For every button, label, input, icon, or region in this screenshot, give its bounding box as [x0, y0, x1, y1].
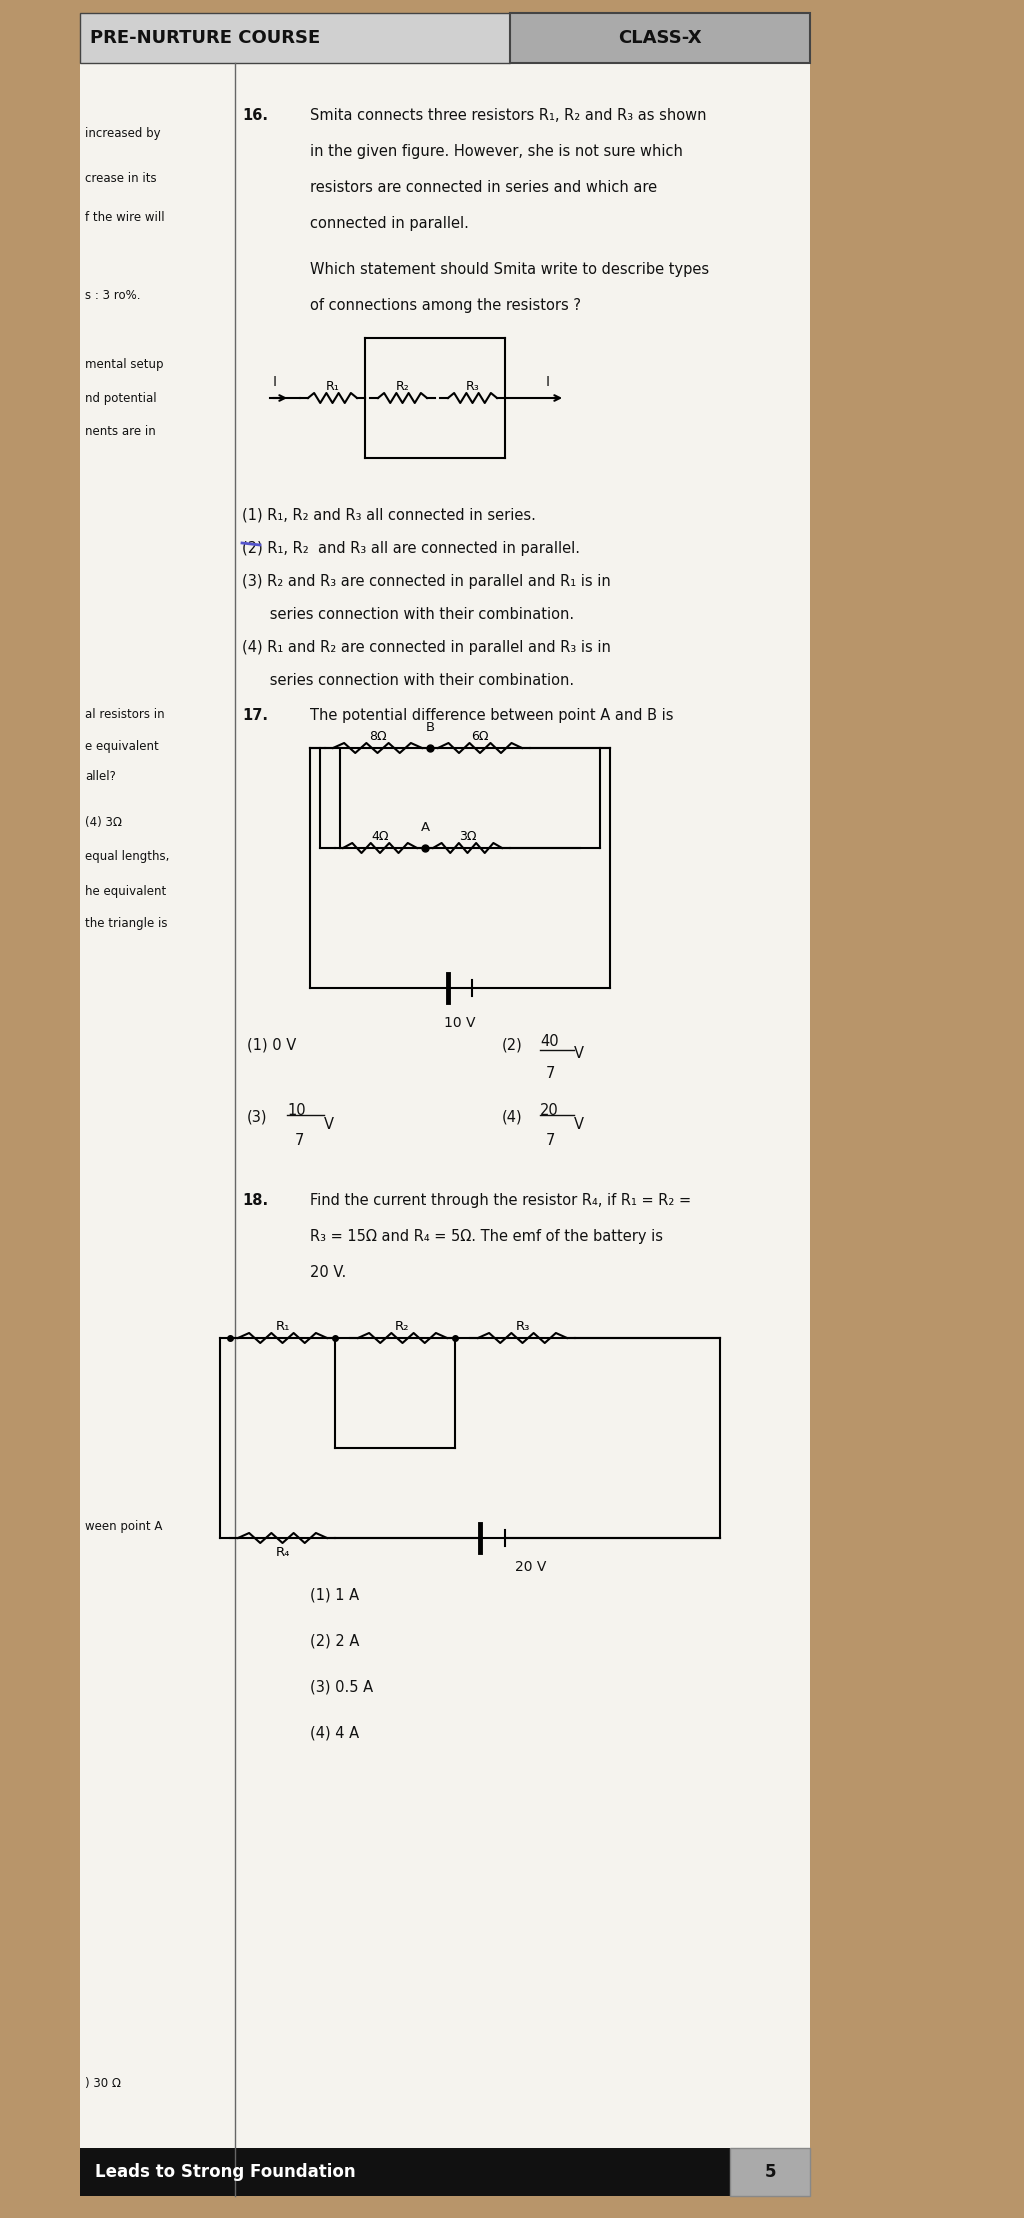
Text: in the given figure. However, she is not sure which: in the given figure. However, she is not… [310, 144, 683, 160]
Text: 5: 5 [764, 2163, 776, 2180]
Text: R₂: R₂ [395, 379, 410, 393]
Text: 7: 7 [546, 1133, 555, 1149]
Text: (4) 3Ω: (4) 3Ω [85, 816, 122, 830]
Text: (1) 0 V: (1) 0 V [247, 1038, 296, 1054]
Text: nd potential: nd potential [85, 393, 157, 406]
Text: Leads to Strong Foundation: Leads to Strong Foundation [95, 2163, 355, 2180]
Text: PRE-NURTURE COURSE: PRE-NURTURE COURSE [90, 29, 321, 47]
Bar [80, 35, 810, 2196]
Text: The potential difference between point A and B is: The potential difference between point A… [310, 708, 674, 723]
Text: (4) R₁ and R₂ are connected in parallel and R₃ is in: (4) R₁ and R₂ are connected in parallel … [242, 641, 611, 654]
Text: V: V [574, 1118, 584, 1131]
Text: 18.: 18. [242, 1193, 268, 1209]
Text: 20: 20 [540, 1102, 559, 1118]
Text: equal lengths,: equal lengths, [85, 849, 169, 863]
Text: (2) 2 A: (2) 2 A [310, 1635, 359, 1648]
Text: mental setup: mental setup [85, 357, 164, 370]
Text: A: A [421, 821, 429, 834]
Text: of connections among the resistors ?: of connections among the resistors ? [310, 297, 581, 313]
Text: R₂: R₂ [395, 1320, 410, 1333]
Text: increased by: increased by [85, 126, 161, 140]
Text: R₃ = 15Ω and R₄ = 5Ω. The emf of the battery is: R₃ = 15Ω and R₄ = 5Ω. The emf of the bat… [310, 1229, 663, 1244]
Text: crease in its: crease in its [85, 173, 157, 184]
Bar [80, 2147, 730, 2196]
Text: (4): (4) [502, 1109, 522, 1125]
Text: f the wire will: f the wire will [85, 211, 165, 224]
Text: (1) R₁, R₂ and R₃ all connected in series.: (1) R₁, R₂ and R₃ all connected in serie… [242, 508, 536, 523]
Text: R₁: R₁ [275, 1320, 290, 1333]
Text: 16.: 16. [242, 109, 268, 122]
Text: (4) 4 A: (4) 4 A [310, 1726, 359, 1741]
Text: Find the current through the resistor R₄, if R₁ = R₂ =: Find the current through the resistor R₄… [310, 1193, 691, 1209]
Text: I: I [273, 375, 278, 388]
Text: series connection with their combination.: series connection with their combination… [242, 608, 574, 621]
Text: Smita connects three resistors R₁, R₂ and R₃ as shown: Smita connects three resistors R₁, R₂ an… [310, 109, 707, 122]
Text: (3) 0.5 A: (3) 0.5 A [310, 1679, 373, 1695]
Text: (2): (2) [502, 1038, 522, 1054]
Text: 20 V.: 20 V. [310, 1264, 346, 1280]
Text: V: V [574, 1047, 584, 1060]
Text: I: I [546, 375, 550, 388]
Text: allel?: allel? [85, 770, 116, 783]
Text: 7: 7 [295, 1133, 304, 1149]
Text: 4Ω: 4Ω [372, 830, 389, 843]
Text: al resistors in: al resistors in [85, 708, 165, 721]
Text: R₃: R₃ [515, 1320, 529, 1333]
Text: the triangle is: the triangle is [85, 918, 168, 929]
Text: B: B [425, 721, 434, 734]
Text: (2) R₁, R₂  and R₃ all are connected in parallel.: (2) R₁, R₂ and R₃ all are connected in p… [242, 541, 580, 557]
Text: 7: 7 [546, 1067, 555, 1080]
Text: e equivalent: e equivalent [85, 741, 159, 754]
Text: V: V [324, 1118, 334, 1131]
Text: connected in parallel.: connected in parallel. [310, 215, 469, 231]
Bar [80, 13, 510, 62]
Text: nents are in: nents are in [85, 426, 156, 437]
Text: (3) R₂ and R₃ are connected in parallel and R₁ is in: (3) R₂ and R₃ are connected in parallel … [242, 574, 610, 590]
Text: 20 V: 20 V [515, 1559, 547, 1575]
Text: series connection with their combination.: series connection with their combination… [242, 672, 574, 688]
Text: R₄: R₄ [275, 1546, 290, 1559]
Text: ) 30 Ω: ) 30 Ω [85, 2078, 121, 2089]
Text: 40: 40 [540, 1034, 559, 1049]
Text: 10: 10 [287, 1102, 305, 1118]
Text: CLASS-X: CLASS-X [618, 29, 701, 47]
Bar [730, 2147, 810, 2196]
Text: s : 3 ro%.: s : 3 ro%. [85, 288, 140, 302]
Text: he equivalent: he equivalent [85, 885, 166, 898]
Text: 10 V: 10 V [444, 1016, 476, 1029]
Bar [510, 13, 810, 62]
Text: resistors are connected in series and which are: resistors are connected in series and wh… [310, 180, 657, 195]
Text: R₁: R₁ [326, 379, 339, 393]
Text: (3): (3) [247, 1109, 267, 1125]
Text: 8Ω: 8Ω [369, 730, 386, 743]
Text: 17.: 17. [242, 708, 268, 723]
Text: R₃: R₃ [466, 379, 479, 393]
Text: ween point A: ween point A [85, 1519, 163, 1533]
Text: Which statement should Smita write to describe types: Which statement should Smita write to de… [310, 262, 710, 277]
Text: 3Ω: 3Ω [459, 830, 476, 843]
Text: (1) 1 A: (1) 1 A [310, 1588, 359, 1604]
Text: 6Ω: 6Ω [471, 730, 488, 743]
